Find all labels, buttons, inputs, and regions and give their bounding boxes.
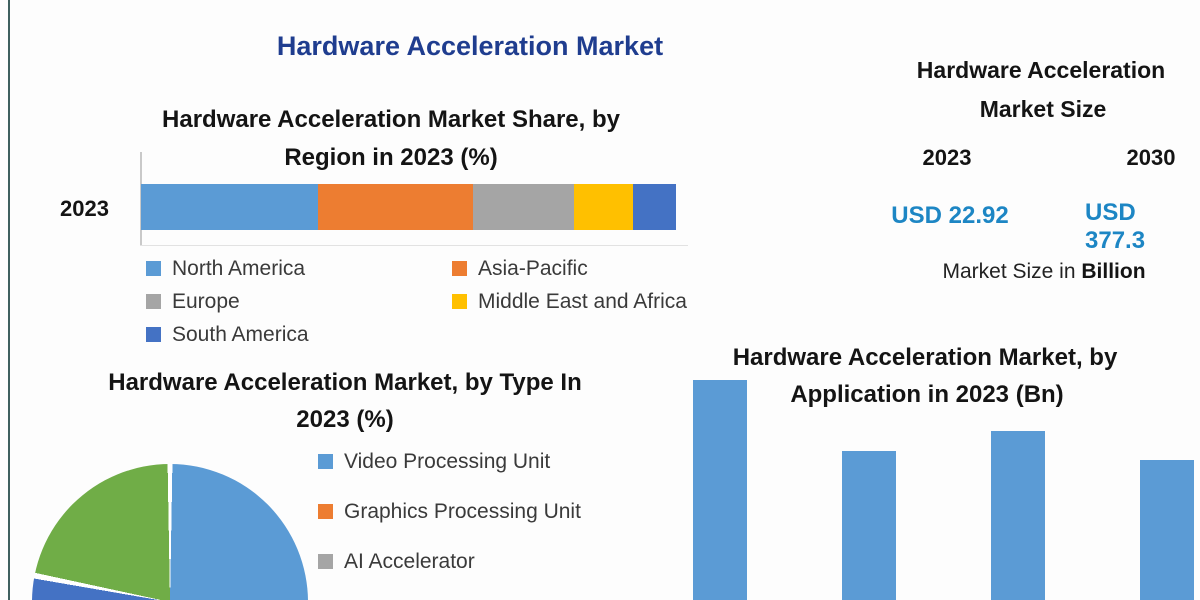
market-size-unit: Market Size in Billion (942, 260, 1145, 284)
legend-marker (318, 504, 333, 519)
market-value-2023: USD 22.92 (891, 202, 1009, 229)
market-size-unit-bold: Billion (1081, 260, 1146, 283)
pie-chart-title-line1: Hardware Acceleration Market, by Type In (108, 369, 582, 396)
region-bar-segment (574, 184, 634, 230)
region-bar-segment (317, 184, 473, 230)
pie-legend: Video Processing Unit Graphics Processing… (318, 449, 581, 573)
legend-marker (452, 261, 467, 276)
market-size-title-line2: Market Size (979, 96, 1107, 122)
legend-label: North America (172, 256, 306, 280)
app-bar (693, 380, 747, 600)
region-legend: North America Asia-Pacific Europe Middle Ea… (146, 252, 716, 351)
legend-label: Middle East and Africa (478, 289, 687, 313)
pie-legend-item: Video Processing Unit (318, 449, 581, 473)
region-legend-item: Asia-Pacific (452, 252, 716, 285)
legend-marker (318, 554, 333, 569)
left-border-line (8, 0, 10, 600)
pie-chart-title-line2: 2023 (%) (296, 406, 394, 433)
pie-legend-item: Graphics Processing Unit (318, 499, 581, 523)
region-legend-item: Middle East and Africa (452, 285, 716, 318)
market-value-2030: USD 377.3 (1085, 199, 1146, 254)
app-bar (991, 431, 1045, 600)
legend-marker (146, 261, 161, 276)
region-legend-item: South America (146, 318, 452, 351)
legend-label: Europe (172, 289, 240, 313)
legend-label: Video Processing Unit (344, 449, 551, 473)
legend-marker (146, 327, 161, 342)
region-legend-item: Europe (146, 285, 452, 318)
region-axis-label: 2023 (60, 196, 109, 221)
legend-label: AI Accelerator (344, 549, 475, 573)
region-chart-title-line1: Hardware Acceleration Market Share, by (162, 106, 620, 133)
pie-circle (32, 464, 308, 600)
market-size-title-line1: Hardware Acceleration (916, 57, 1166, 83)
region-chart-title-line2: Region in 2023 (%) (284, 144, 498, 171)
region-bar-segment (472, 184, 575, 230)
region-baseline (140, 245, 688, 246)
region-bar-segment (141, 184, 318, 230)
legend-marker (146, 294, 161, 309)
page-title: Hardware Acceleration Market (276, 31, 664, 61)
legend-label: Graphics Processing Unit (344, 499, 581, 523)
market-size-unit-prefix: Market Size in (942, 260, 1082, 283)
app-chart-title-line2: Application in 2023 (Bn) (790, 381, 1064, 408)
legend-marker (452, 294, 467, 309)
legend-label: South America (172, 322, 309, 346)
region-bar-segment (633, 184, 676, 230)
app-bar (842, 451, 896, 600)
legend-label: Asia-Pacific (478, 256, 588, 280)
app-bar (1140, 460, 1194, 600)
app-chart-title-line1: Hardware Acceleration Market, by (732, 344, 1118, 371)
region-stacked-bar (141, 184, 676, 230)
region-legend-item: North America (146, 252, 452, 285)
year-right-label: 2030 (1126, 145, 1176, 170)
pie-legend-item: AI Accelerator (318, 549, 581, 573)
year-left-label: 2023 (922, 145, 972, 170)
legend-marker (318, 454, 333, 469)
